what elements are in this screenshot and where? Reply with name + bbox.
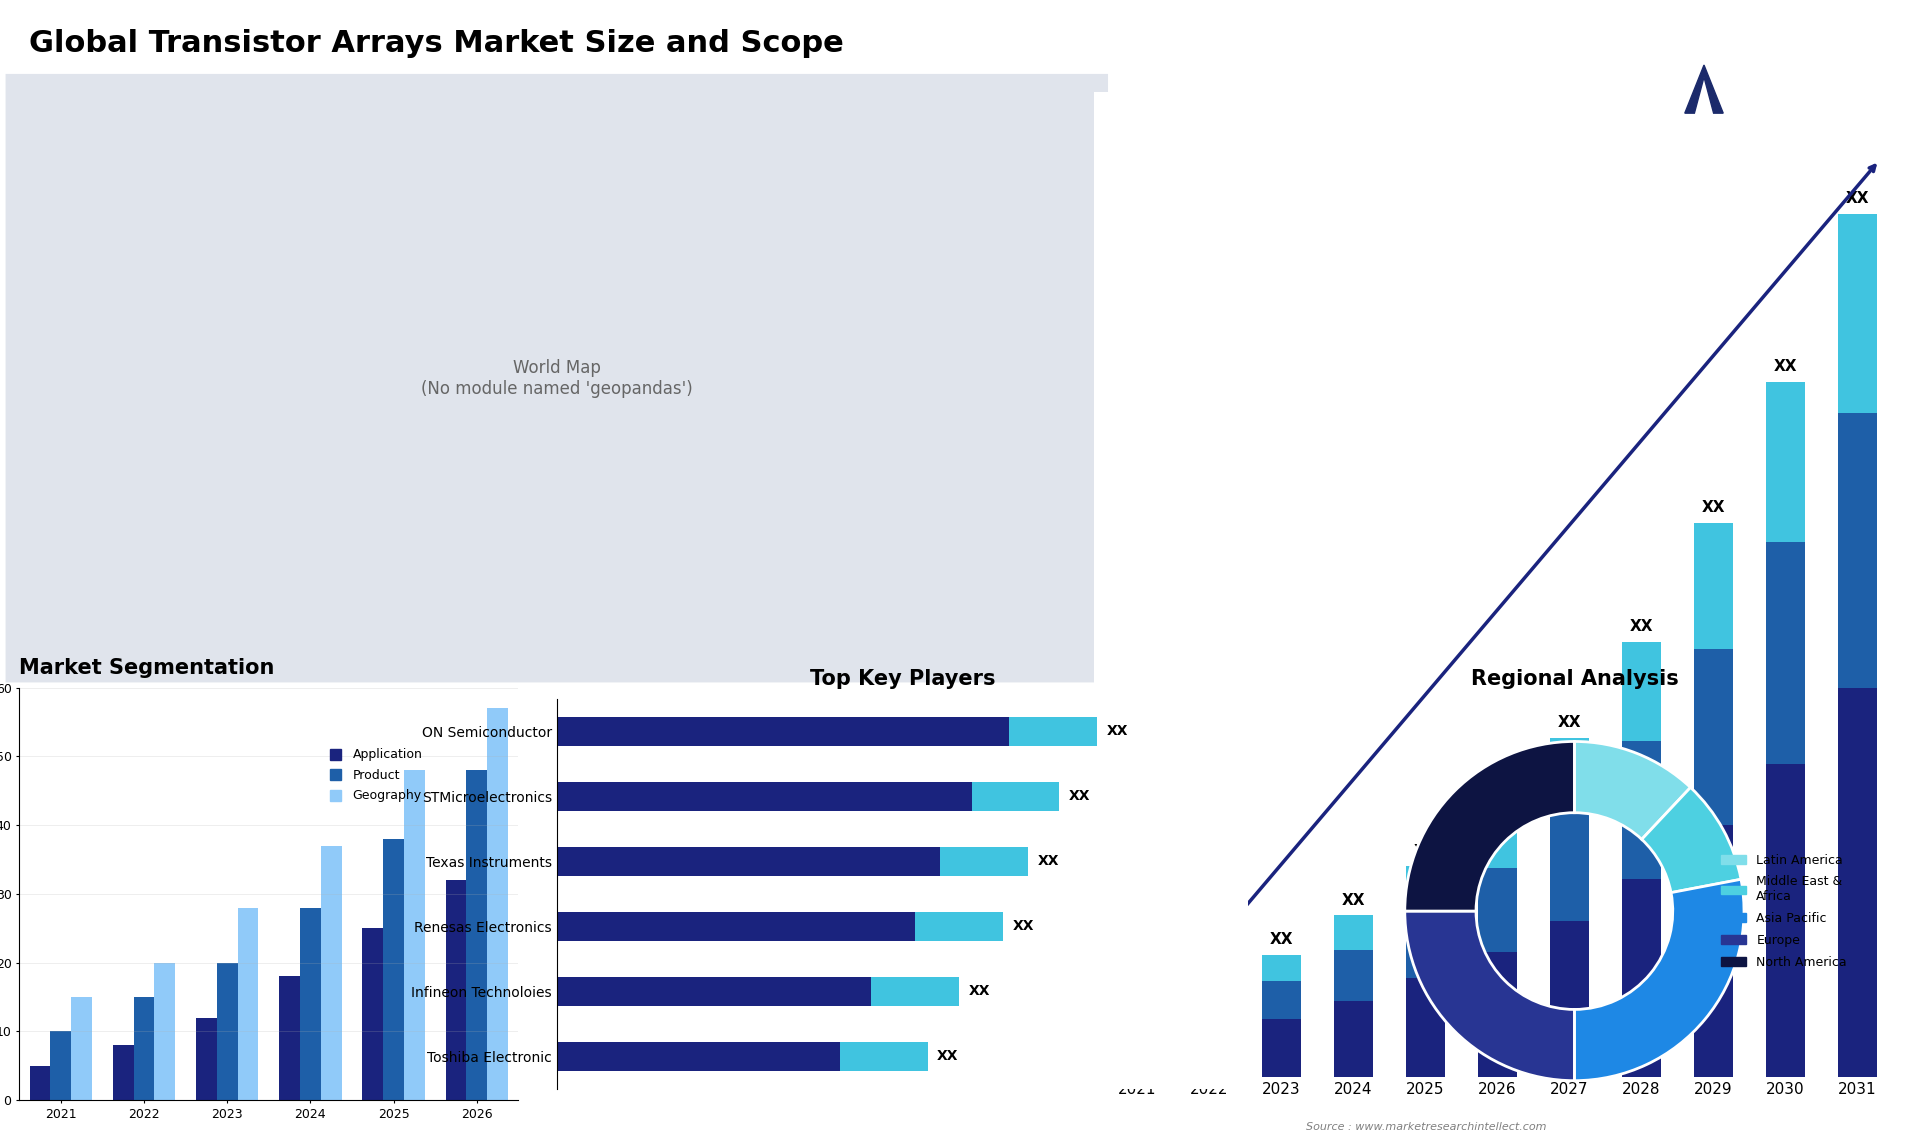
Bar [972, 782, 1060, 811]
Bar [1837, 214, 1878, 413]
Legend: Application, Product, Geography: Application, Product, Geography [324, 744, 428, 808]
Bar [1478, 868, 1517, 952]
Text: XX: XX [1774, 360, 1797, 375]
FancyBboxPatch shape [6, 73, 1108, 682]
Bar [1622, 879, 1661, 1077]
Text: XX: XX [1557, 715, 1582, 730]
Bar [71, 997, 92, 1100]
Legend: Latin America, Middle East &
Africa, Asia Pacific, Europe, North America: Latin America, Middle East & Africa, Asi… [1716, 848, 1853, 974]
Text: XX: XX [1413, 843, 1438, 858]
Wedge shape [1574, 879, 1743, 1081]
Bar [1010, 716, 1096, 746]
Bar [1190, 1035, 1229, 1077]
Bar [384, 839, 403, 1100]
Bar [1405, 978, 1446, 1077]
Bar [29, 1066, 50, 1100]
Text: XX: XX [1012, 919, 1033, 933]
Bar [1334, 950, 1373, 1000]
Bar [1837, 688, 1878, 1077]
Bar [300, 908, 321, 1100]
Text: XX: XX [1069, 790, 1091, 803]
Bar [557, 716, 1010, 746]
Bar [1693, 825, 1734, 1077]
Bar [916, 912, 1002, 941]
Bar [1334, 1000, 1373, 1077]
Bar [1622, 642, 1661, 741]
Bar [557, 782, 972, 811]
Bar [1405, 866, 1446, 912]
Bar [1549, 738, 1590, 815]
Text: XX: XX [1269, 933, 1294, 948]
Bar [872, 976, 958, 1006]
Bar [1117, 1028, 1158, 1046]
Bar [557, 1042, 839, 1072]
Polygon shape [1680, 47, 1728, 113]
Text: XX: XX [1486, 786, 1509, 801]
Bar [557, 976, 872, 1006]
Bar [278, 976, 300, 1100]
Bar [1693, 523, 1734, 650]
Bar [50, 1031, 71, 1100]
Bar [1549, 921, 1590, 1077]
Text: XX: XX [968, 984, 991, 998]
Bar [1334, 916, 1373, 950]
Bar [445, 880, 467, 1100]
Text: Global Transistor Arrays Market Size and Scope: Global Transistor Arrays Market Size and… [29, 29, 843, 57]
Bar [1405, 912, 1446, 978]
Text: XX: XX [1701, 500, 1726, 515]
Bar [557, 847, 941, 876]
Text: MARKET
RESEARCH
INTELLECT: MARKET RESEARCH INTELLECT [1776, 53, 1834, 89]
Bar [134, 997, 154, 1100]
Bar [1117, 1046, 1158, 1077]
Bar [113, 1045, 134, 1100]
Bar [839, 1042, 927, 1072]
Polygon shape [1686, 65, 1724, 113]
Bar [321, 846, 342, 1100]
Text: XX: XX [1630, 619, 1653, 634]
Bar [1117, 1017, 1158, 1028]
Text: World Map
(No module named 'geopandas'): World Map (No module named 'geopandas') [420, 359, 693, 398]
Bar [238, 908, 259, 1100]
Text: Market Segmentation: Market Segmentation [19, 658, 275, 677]
Wedge shape [1642, 787, 1741, 893]
Bar [1261, 955, 1302, 981]
Text: XX: XX [1845, 191, 1870, 206]
Bar [196, 1018, 217, 1100]
Text: XX: XX [1342, 893, 1365, 908]
Bar [1190, 989, 1229, 1007]
Bar [1190, 1007, 1229, 1035]
Bar [154, 963, 175, 1100]
Text: XX: XX [1125, 994, 1150, 1008]
Bar [1261, 1019, 1302, 1077]
Text: Source : www.marketresearchintellect.com: Source : www.marketresearchintellect.com [1306, 1122, 1546, 1132]
Bar [1478, 808, 1517, 868]
Title: Top Key Players: Top Key Players [810, 669, 995, 689]
Bar [557, 912, 916, 941]
Bar [1766, 764, 1805, 1077]
Bar [1693, 650, 1734, 825]
Wedge shape [1574, 741, 1690, 839]
Bar [488, 708, 509, 1100]
Bar [1766, 382, 1805, 542]
Text: XX: XX [1106, 724, 1129, 738]
Wedge shape [1405, 911, 1574, 1081]
Bar [467, 770, 488, 1100]
Bar [1766, 542, 1805, 764]
Text: XX: XX [1037, 855, 1060, 869]
Title: Regional Analysis: Regional Analysis [1471, 669, 1678, 689]
Bar [1549, 815, 1590, 921]
Wedge shape [1405, 741, 1574, 911]
Text: XX: XX [1198, 966, 1221, 981]
Bar [1261, 981, 1302, 1019]
Text: XX: XX [937, 1050, 958, 1063]
Bar [1478, 952, 1517, 1077]
Bar [217, 963, 238, 1100]
Bar [403, 770, 424, 1100]
Bar [1622, 741, 1661, 879]
Bar [941, 847, 1027, 876]
Bar [363, 928, 384, 1100]
Bar [1837, 413, 1878, 688]
